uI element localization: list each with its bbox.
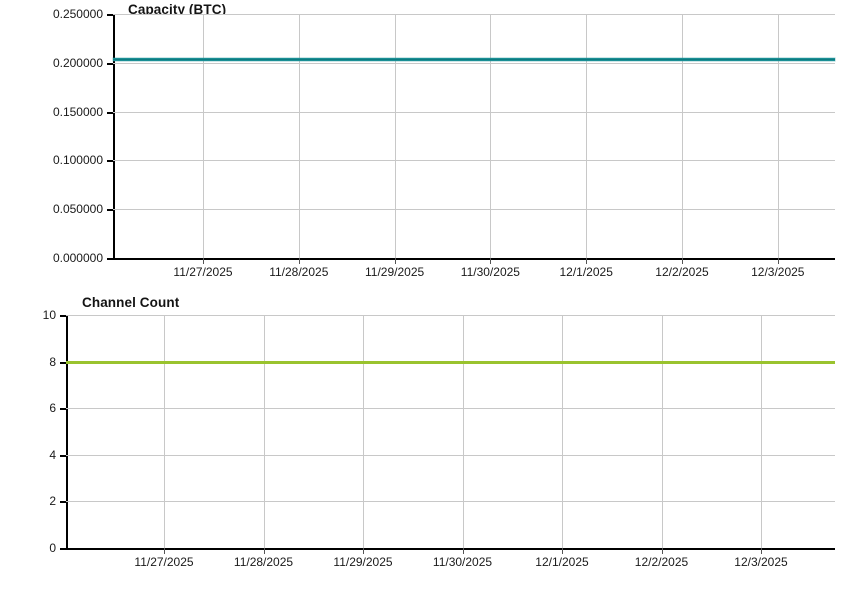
gridline-vertical — [203, 14, 204, 258]
y-axis-label: 0.150000 — [52, 104, 103, 119]
y-axis-tick — [107, 112, 113, 114]
gridline-vertical — [778, 14, 779, 258]
x-axis-tick — [562, 548, 563, 554]
x-axis-tick — [662, 548, 663, 554]
gridline-vertical — [562, 315, 563, 548]
y-axis-tick — [107, 14, 113, 16]
gridline-horizontal — [66, 408, 835, 409]
gridline-vertical — [463, 315, 464, 548]
plot-area-capacity — [113, 14, 835, 258]
y-axis-tick — [60, 408, 66, 410]
y-axis-line-channel-count — [66, 315, 68, 549]
x-axis-tick — [164, 548, 165, 554]
x-axis-tick — [586, 258, 587, 264]
chart-panel-channel-count: Channel Count 10 8 6 4 2 0 11/27/2025 11/28/20… — [0, 290, 860, 600]
gridline-vertical — [363, 315, 364, 548]
y-axis-label: 0.100000 — [52, 153, 103, 168]
y-axis-tick — [60, 315, 66, 317]
chart-title-capacity: Capacity (BTC) — [128, 2, 227, 17]
gridline-vertical — [264, 315, 265, 548]
y-axis-tick — [107, 209, 113, 211]
y-axis-label: 0.000000 — [52, 251, 103, 265]
y-axis-label: 2 — [49, 494, 56, 509]
x-axis-tick — [203, 258, 204, 264]
plot-area-channel-count — [66, 315, 835, 548]
y-axis-label: 8 — [49, 354, 56, 369]
x-axis-tick — [682, 258, 683, 264]
gridline-horizontal — [66, 455, 835, 456]
y-axis-tick — [60, 501, 66, 503]
y-axis-label: 0.250000 — [52, 7, 103, 21]
gridline-vertical — [395, 14, 396, 258]
x-axis-line-channel-count — [66, 548, 835, 550]
gridline-horizontal — [66, 501, 835, 502]
gridline-horizontal — [113, 14, 835, 15]
y-axis-line-capacity — [113, 14, 115, 259]
gridline-vertical — [682, 14, 683, 258]
y-axis-tick — [60, 455, 66, 457]
x-axis-label: 12/3/2025 — [751, 265, 805, 279]
y-axis-tick — [107, 63, 113, 65]
gridline-horizontal — [113, 112, 835, 113]
x-axis-label: 11/27/2025 — [134, 555, 194, 569]
x-axis-label: 11/29/2025 — [333, 555, 393, 569]
y-axis-label: 4 — [49, 447, 56, 462]
x-axis-label: 12/2/2025 — [655, 265, 709, 279]
x-axis-label: 11/30/2025 — [460, 265, 520, 279]
gridline-vertical — [761, 315, 762, 548]
y-axis-label: 0 — [49, 541, 56, 555]
gridline-vertical — [490, 14, 491, 258]
series-line-channel-count — [66, 361, 835, 364]
y-axis-label: 6 — [49, 401, 56, 416]
x-axis-tick — [778, 258, 779, 264]
x-axis-line-capacity — [113, 258, 835, 260]
gridline-horizontal — [113, 160, 835, 161]
y-axis-label: 10 — [42, 308, 56, 322]
series-line-capacity — [113, 58, 835, 61]
x-axis-label: 11/29/2025 — [365, 265, 425, 279]
y-axis-tick — [107, 160, 113, 162]
x-axis-tick — [299, 258, 300, 264]
x-axis-label: 11/28/2025 — [233, 555, 294, 569]
y-axis-tick — [60, 362, 66, 364]
y-axis-label: 0.050000 — [52, 202, 103, 217]
gridline-vertical — [299, 14, 300, 258]
x-axis-label: 11/27/2025 — [173, 265, 233, 279]
x-axis-tick — [363, 548, 364, 554]
y-axis-tick — [107, 258, 113, 260]
x-axis-label: 12/1/2025 — [535, 555, 589, 569]
y-axis-tick — [60, 548, 66, 550]
x-axis-tick — [463, 548, 464, 554]
x-axis-label: 12/2/2025 — [634, 555, 689, 569]
gridline-vertical — [662, 315, 663, 548]
x-axis-label: 11/28/2025 — [269, 265, 329, 279]
gridline-vertical — [164, 315, 165, 548]
gridline-vertical — [586, 14, 587, 258]
y-axis-label: 0.200000 — [52, 55, 103, 70]
chart-title-channel-count: Channel Count — [82, 295, 180, 310]
gridline-horizontal — [113, 63, 835, 64]
x-axis-label: 12/3/2025 — [734, 555, 788, 569]
x-axis-tick — [264, 548, 265, 554]
gridline-horizontal — [113, 209, 835, 210]
chart-panel-capacity: Capacity (BTC) 0.250000 0.200000 0.150000 0… — [0, 0, 860, 290]
x-axis-tick — [395, 258, 396, 264]
x-axis-tick — [490, 258, 491, 264]
x-axis-label: 11/30/2025 — [432, 555, 493, 569]
x-axis-label: 12/1/2025 — [559, 265, 613, 279]
x-axis-tick — [761, 548, 762, 554]
gridline-horizontal — [66, 315, 835, 316]
